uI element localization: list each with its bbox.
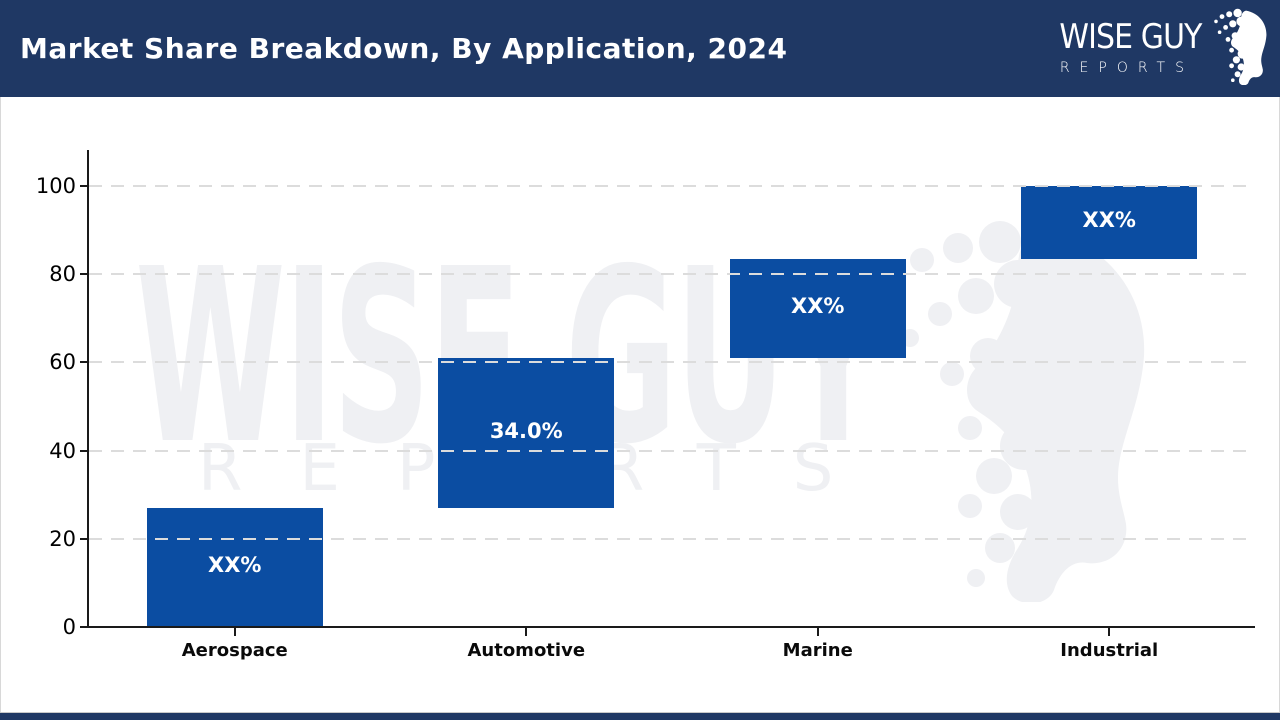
y-tick-label-60: 60 <box>49 350 76 375</box>
y-tick-60 <box>80 361 88 364</box>
x-tick-aerospace <box>233 628 236 636</box>
bar-value-label: XX% <box>791 294 845 319</box>
logo-subtitle: REPORTS <box>1059 60 1194 76</box>
bar-aerospace <box>146 507 323 627</box>
y-tick-0 <box>80 626 88 628</box>
logo-wordmark: WISE GUY <box>1059 17 1203 57</box>
y-tick-40 <box>80 449 88 452</box>
category-label-aerospace: Aerospace <box>181 640 288 661</box>
footer-bar <box>0 712 1280 720</box>
bar-industrial <box>1021 186 1198 259</box>
y-tick-100 <box>80 185 88 187</box>
y-tick-label-20: 20 <box>49 526 76 551</box>
bar-value-label: 34.0% <box>489 418 563 443</box>
gridline-20 <box>89 537 1255 540</box>
x-tick-marine <box>816 628 819 636</box>
y-tick-label-100: 100 <box>35 174 76 198</box>
gridline-40 <box>89 449 1255 452</box>
page-title: Market Share Breakdown, By Application, … <box>20 32 788 65</box>
y-tick-label-80: 80 <box>49 262 76 287</box>
bar-marine <box>729 258 906 358</box>
header-bar: Market Share Breakdown, By Application, … <box>0 0 1280 97</box>
y-tick-label-40: 40 <box>49 438 76 463</box>
category-label-marine: Marine <box>782 640 853 661</box>
y-tick-80 <box>80 273 88 276</box>
x-tick-automotive <box>525 628 528 636</box>
category-label-industrial: Industrial <box>1060 640 1159 661</box>
y-tick-20 <box>80 537 88 540</box>
y-axis-line <box>87 150 89 628</box>
gridline-60 <box>89 361 1255 364</box>
x-axis-line <box>87 626 1255 628</box>
wise-guy-logo: WISE GUY REPORTS <box>1010 0 1272 97</box>
gridline-100 <box>89 185 1255 187</box>
bar-value-label: XX% <box>1082 208 1136 233</box>
x-tick-industrial <box>1108 628 1111 636</box>
gridline-80 <box>89 273 1255 276</box>
bar-automotive <box>438 357 615 508</box>
watermark-dot-face-icon <box>862 212 1162 602</box>
category-label-automotive: Automotive <box>467 640 586 661</box>
bar-value-label: XX% <box>208 553 262 578</box>
y-tick-label-0: 0 <box>62 615 76 639</box>
